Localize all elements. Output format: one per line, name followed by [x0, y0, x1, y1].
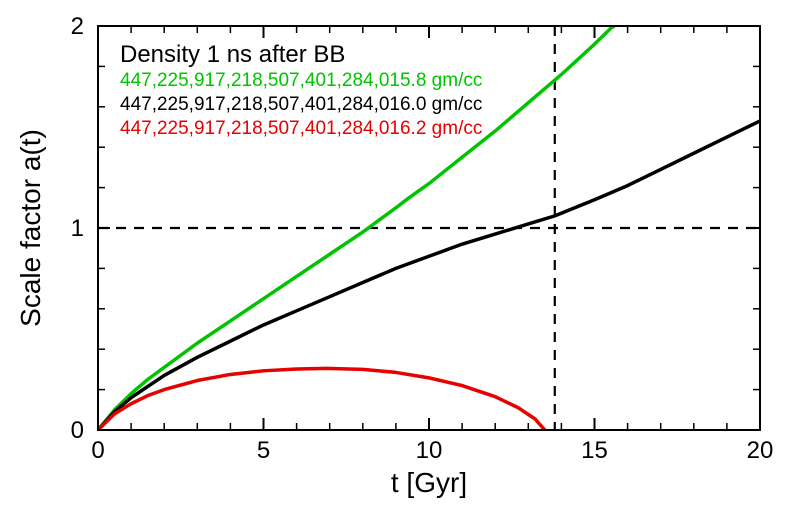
- x-axis-title: t [Gyr]: [391, 467, 467, 498]
- legend-item: 447,225,917,218,507,401,284,016.2 gm/cc: [120, 118, 482, 139]
- legend-item: 447,225,917,218,507,401,284,015.8 gm/cc: [120, 70, 482, 91]
- series-flat-critical-density: [98, 121, 760, 430]
- legend-item: 447,225,917,218,507,401,284,016.0 gm/cc: [120, 94, 482, 115]
- series-closed-high-density: [98, 368, 545, 430]
- chart-svg: 0 5 10 15 20 0 1 2 t [Gyr] Scale factor a(t) Densi…: [0, 0, 800, 513]
- x-tick-label: 0: [91, 437, 104, 464]
- chart-container: 0 5 10 15 20 0 1 2 t [Gyr] Scale factor a(t) Densi…: [0, 0, 800, 513]
- x-tick-label: 15: [581, 437, 608, 464]
- y-axis-title: Scale factor a(t): [15, 129, 46, 327]
- legend-title: Density 1 ns after BB: [120, 41, 345, 68]
- x-tick-label: 20: [747, 437, 774, 464]
- y-tick-label: 1: [71, 215, 84, 242]
- y-tick-label: 2: [71, 13, 84, 40]
- legend: Density 1 ns after BB447,225,917,218,507…: [120, 41, 482, 139]
- y-tick-label: 0: [71, 417, 84, 444]
- x-tick-label: 10: [416, 437, 443, 464]
- x-tick-label: 5: [257, 437, 270, 464]
